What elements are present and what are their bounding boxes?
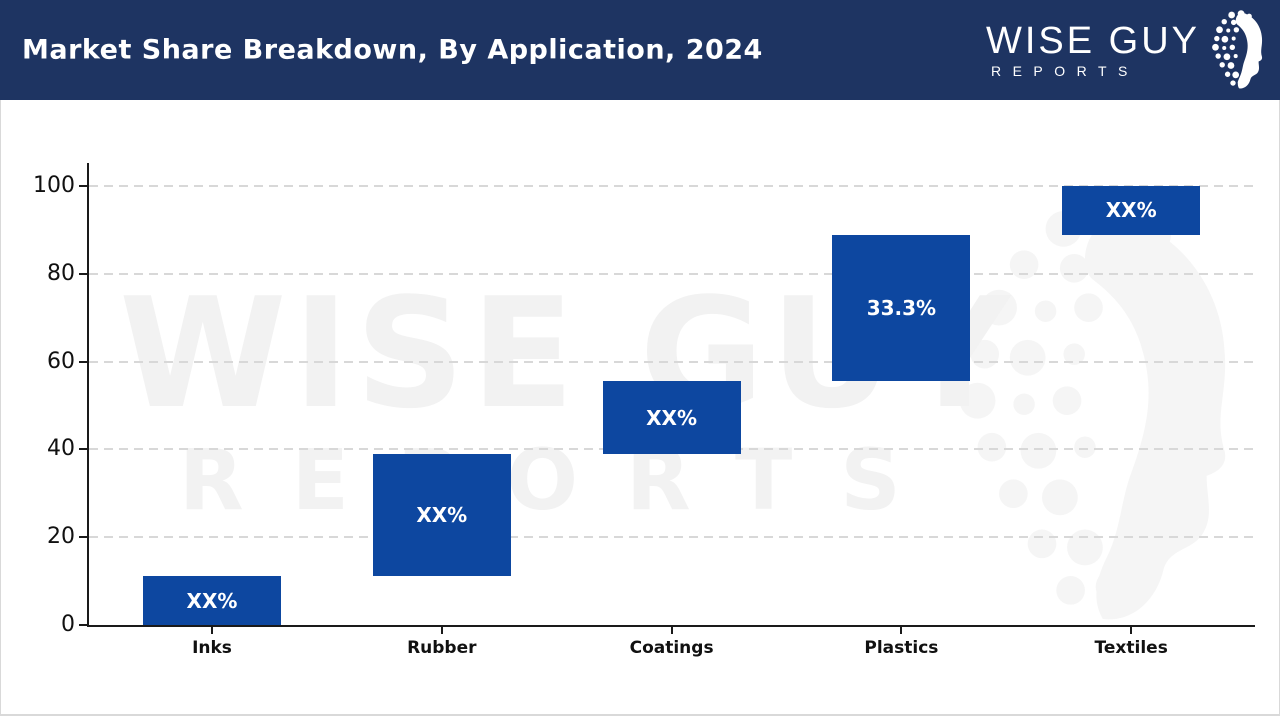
wiseguy-logo: WISE GUY REPORTS — [986, 6, 1266, 94]
gridline-20 — [89, 536, 1255, 539]
x-tick-rubber — [440, 627, 443, 634]
gridline-100 — [89, 185, 1255, 187]
dot-head-logo-icon — [1212, 10, 1263, 89]
bar-value-label: XX% — [416, 503, 468, 528]
y-axis-line — [87, 163, 89, 627]
x-tick-label-rubber: Rubber — [407, 638, 477, 658]
x-tick-inks — [211, 627, 213, 634]
bar-value-label: XX% — [186, 588, 238, 613]
y-tick-label: 60 — [47, 348, 75, 374]
gridline-60 — [89, 360, 1255, 363]
y-tick-40 — [79, 448, 88, 451]
x-tick-label-plastics: Plastics — [864, 638, 939, 658]
bar-value-label: 33.3% — [866, 295, 937, 320]
y-tick-label: 0 — [61, 612, 75, 637]
x-tick-label-coatings: Coatings — [629, 638, 714, 658]
bar-inks: XX% — [143, 576, 281, 625]
bar-rubber: XX% — [372, 454, 511, 577]
y-tick-20 — [79, 536, 88, 539]
y-tick-label: 40 — [47, 436, 75, 462]
bar-value-label: XX% — [646, 405, 698, 430]
x-tick-coatings — [670, 627, 673, 634]
x-tick-label-inks: Inks — [192, 638, 232, 658]
watermark-subtext: REPORTS — [179, 431, 949, 529]
y-tick-80 — [79, 272, 88, 275]
y-tick-100 — [79, 185, 88, 187]
header-bar: Market Share Breakdown, By Application, … — [0, 0, 1280, 100]
x-axis-line — [87, 625, 1255, 627]
y-tick-0 — [79, 624, 88, 626]
x-tick-textiles — [1130, 627, 1133, 634]
logo-line2: REPORTS — [990, 63, 1139, 79]
logo-wordmark: WISE GUY REPORTS — [986, 22, 1200, 78]
chart-canvas: WISE GUY REPORTS 0 20 40 60 80 100 XX% XX% XX% 3… — [0, 100, 1280, 716]
y-tick-label: 80 — [47, 260, 75, 286]
bar-coatings: XX% — [602, 380, 741, 455]
gridline-80 — [89, 272, 1255, 275]
y-tick-60 — [79, 360, 88, 363]
logo-line1: WISE GUY — [985, 20, 1200, 62]
bar-plastics: 33.3% — [832, 234, 971, 381]
x-tick-label-textiles: Textiles — [1094, 638, 1168, 658]
x-tick-plastics — [900, 627, 903, 634]
y-tick-label: 100 — [33, 173, 75, 198]
bar-value-label: XX% — [1105, 198, 1157, 223]
y-tick-label: 20 — [47, 524, 75, 550]
page-title: Market Share Breakdown, By Application, … — [22, 34, 763, 66]
bar-textiles: XX% — [1062, 186, 1201, 235]
